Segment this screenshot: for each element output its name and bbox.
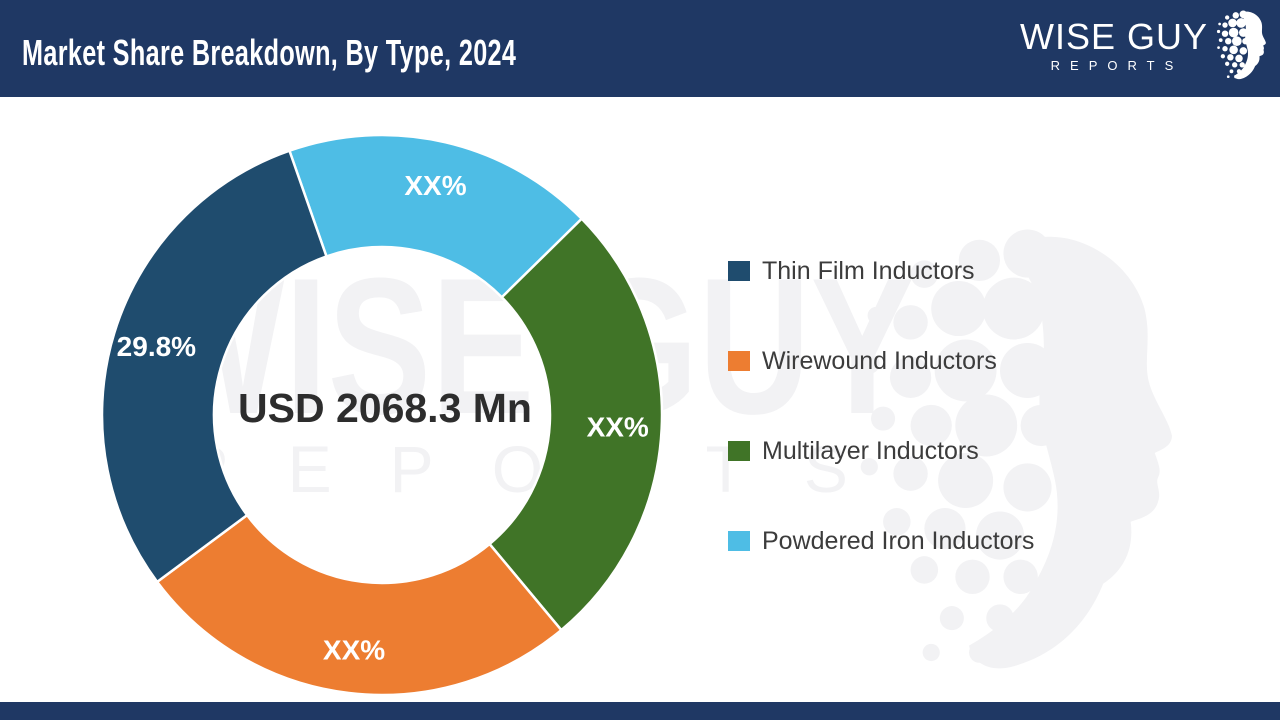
header-bar: Market Share Breakdown, By Type, 2024 WI… [0,0,1280,97]
wise-guy-logo: WISE GUY REPORTS [1020,10,1266,81]
legend-item-multilayer: Multilayer Inductors [728,436,1034,466]
legend-item-wirewound: Wirewound Inductors [728,346,1034,376]
logo-subtitle: REPORTS [1050,57,1184,73]
donut-segments [100,133,664,697]
legend-swatch-powdered-iron [728,531,750,551]
donut-segment [100,149,328,584]
legend-item-powdered-iron: Powdered Iron Inductors [728,526,1034,556]
logo-text: WISE GUY REPORTS [1020,18,1208,73]
logo-name: WISE GUY [1019,16,1208,58]
slice-percentage-label: XX% [323,634,385,665]
donut-segment [288,133,583,299]
legend-label: Powdered Iron Inductors [762,526,1035,555]
page-title: Market Share Breakdown, By Type, 2024 [22,32,517,73]
footer-bar [0,702,1280,720]
legend-swatch-multilayer [728,441,750,461]
watermark-face-icon [858,229,1172,669]
legend-label: Wirewound Inductors [762,346,997,375]
slice-percentage-label: XX% [404,170,466,201]
legend-swatch-thin-film [728,261,750,281]
slice-percentage-label: 29.8% [117,331,196,362]
legend-label: Multilayer Inductors [762,436,979,465]
donut-segment [488,217,664,632]
legend-item-thin-film: Thin Film Inductors [728,256,1034,286]
donut-center-value: USD 2068.3 Mn [238,385,532,431]
chart-legend: Thin Film Inductors Wirewound Inductors … [728,256,1034,556]
legend-swatch-wirewound [728,351,750,371]
donut-slice-labels: XX% XX% XX% 29.8% [117,170,649,665]
slice-percentage-label: XX% [587,412,649,443]
legend-label: Thin Film Inductors [762,256,975,285]
donut-segment [155,513,563,697]
face-profile-icon [1216,10,1266,80]
